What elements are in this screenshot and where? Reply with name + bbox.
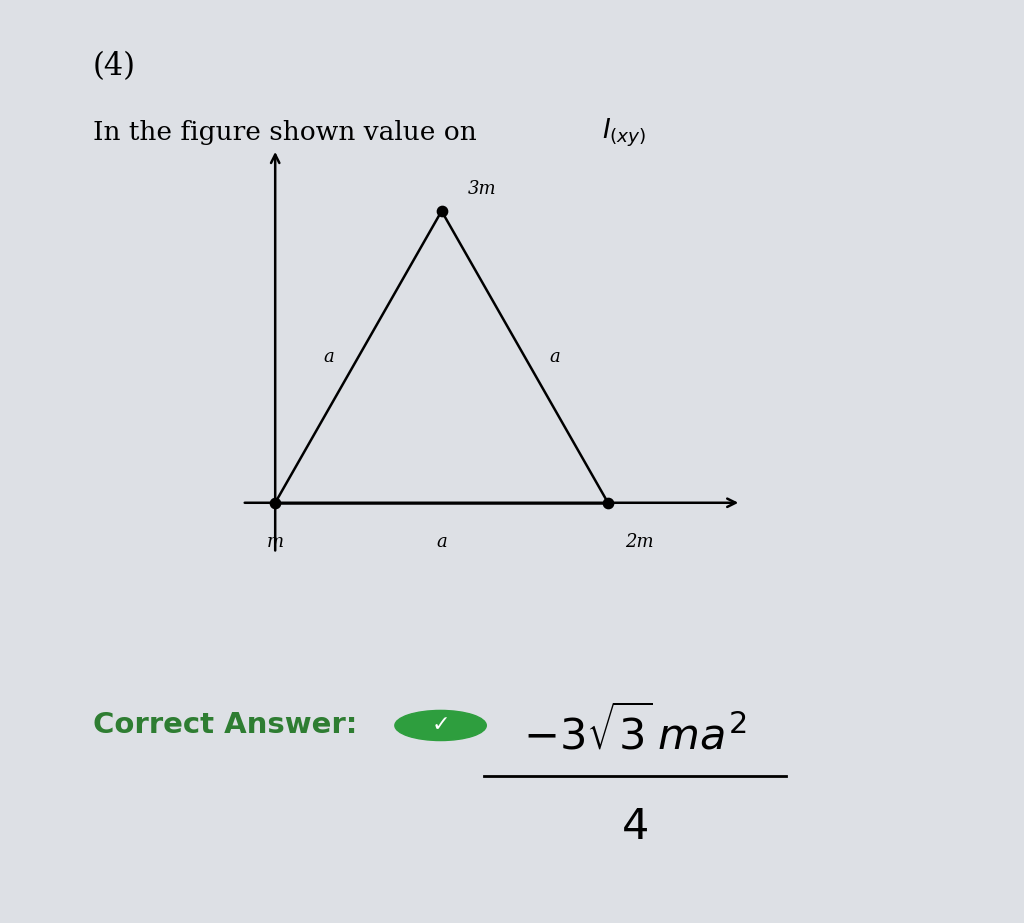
- Text: In the figure shown value on: In the figure shown value on: [93, 120, 485, 145]
- Circle shape: [395, 711, 486, 740]
- Text: Correct Answer:: Correct Answer:: [93, 712, 357, 739]
- Text: $4$: $4$: [622, 806, 648, 848]
- Text: (4): (4): [93, 52, 136, 82]
- Text: m: m: [266, 533, 284, 551]
- Text: 3m: 3m: [468, 180, 497, 198]
- Point: [433, 204, 450, 219]
- Text: 2m: 2m: [625, 533, 653, 551]
- Text: a: a: [324, 348, 334, 366]
- Text: a: a: [550, 348, 560, 366]
- Point: [600, 496, 616, 510]
- Text: $-3\sqrt{3}\,ma^2$: $-3\sqrt{3}\,ma^2$: [523, 706, 746, 759]
- Text: ✓: ✓: [431, 715, 450, 736]
- Point: [267, 496, 284, 510]
- Text: $I_{(xy)}$: $I_{(xy)}$: [602, 116, 647, 149]
- Text: a: a: [436, 533, 446, 551]
